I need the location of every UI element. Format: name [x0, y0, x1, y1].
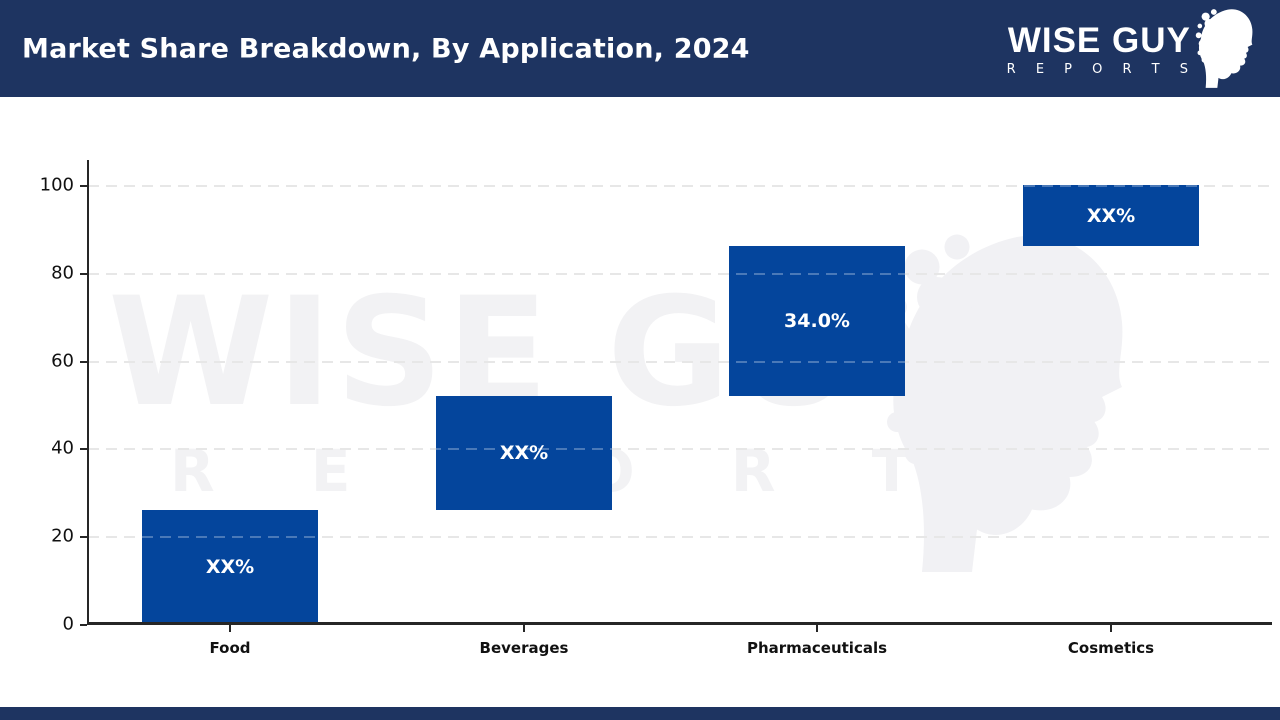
- chart-title: Market Share Breakdown, By Application, …: [22, 33, 750, 64]
- gridline-overlay: [88, 448, 1272, 451]
- y-tick-label: 60: [51, 350, 74, 372]
- footer-band: [0, 707, 1280, 720]
- watermark-head-icon: [872, 222, 1172, 576]
- gridline-overlay: [88, 272, 1272, 275]
- x-tick-mark: [229, 625, 231, 632]
- category-label-food: Food: [209, 639, 251, 657]
- gridline: [88, 185, 1272, 187]
- category-label-pharmaceuticals: Pharmaceuticals: [746, 639, 888, 657]
- header-band: Market Share Breakdown, By Application, …: [0, 0, 1280, 97]
- category-label-cosmetics: Cosmetics: [1067, 639, 1155, 657]
- category-label-beverages: Beverages: [479, 639, 569, 657]
- y-tick-mark: [80, 360, 87, 363]
- brand-logo-text: WISE GUY R E P O R T S: [1003, 23, 1196, 76]
- bar-value-label: XX%: [205, 555, 255, 578]
- gridline: [88, 272, 1272, 275]
- y-tick-mark: [80, 185, 87, 187]
- x-tick-mark: [523, 625, 525, 632]
- x-tick-mark: [816, 625, 818, 632]
- gridline-overlay: [88, 536, 1272, 539]
- brand-head-icon: [1194, 6, 1264, 92]
- y-tick-label: 20: [51, 525, 74, 547]
- bar-cosmetics: [1023, 185, 1199, 247]
- gridline: [88, 448, 1272, 451]
- y-tick-label: 40: [51, 437, 74, 459]
- x-tick-mark: [1110, 625, 1112, 632]
- bar-food: [142, 509, 318, 624]
- gridline: [88, 360, 1272, 363]
- y-tick-mark: [80, 448, 87, 451]
- y-tick-mark: [80, 272, 87, 275]
- bar-value-label: 34.0%: [784, 310, 850, 333]
- x-axis-line: [87, 622, 1272, 625]
- bar-pharmaceuticals: [729, 246, 905, 396]
- y-tick-label: 80: [51, 262, 74, 284]
- y-tick-mark: [80, 624, 87, 626]
- brand-name: WISE GUY: [1007, 20, 1191, 60]
- gridline-overlay: [88, 360, 1272, 363]
- gridline: [88, 536, 1272, 539]
- brand-logo: WISE GUY R E P O R T S: [1003, 7, 1264, 91]
- y-tick-mark: [80, 536, 87, 539]
- y-tick-label: 0: [62, 613, 74, 635]
- gridline-overlay: [88, 185, 1272, 187]
- bar-beverages: [436, 395, 612, 510]
- y-axis-line: [87, 160, 89, 625]
- bar-value-label: XX%: [1086, 204, 1136, 227]
- brand-subname: R E P O R T S: [1006, 61, 1196, 77]
- bar-value-label: XX%: [499, 441, 549, 464]
- y-tick-label: 100: [39, 174, 74, 196]
